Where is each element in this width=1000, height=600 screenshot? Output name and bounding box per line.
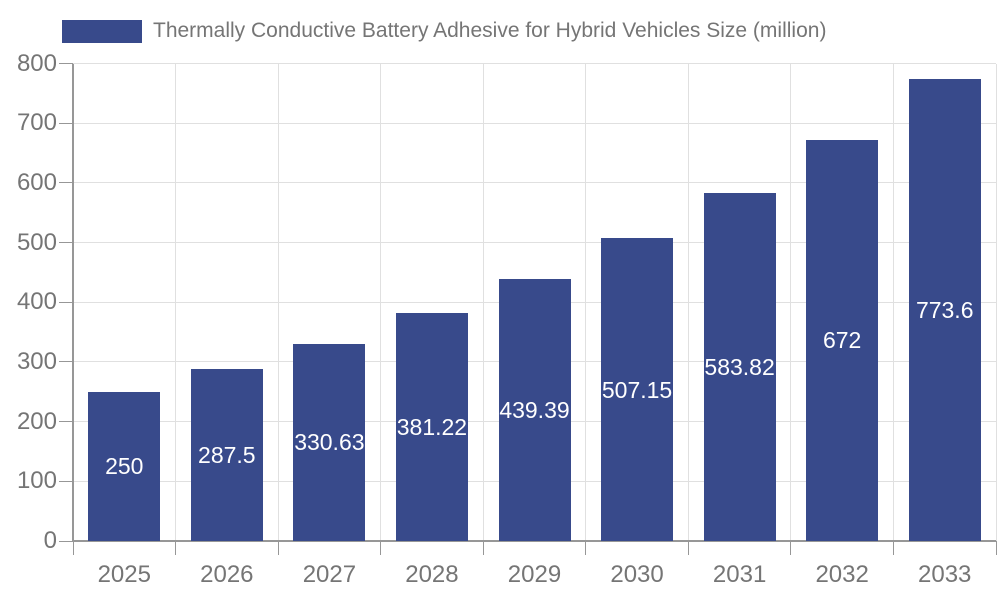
y-tick-mark — [59, 361, 73, 363]
bar-value-label: 250 — [105, 453, 144, 480]
v-gridline — [687, 63, 689, 541]
x-tick-mark — [72, 541, 74, 555]
x-tick-label: 2025 — [97, 561, 151, 588]
y-tick-label: 600 — [16, 168, 57, 196]
y-tick-label: 100 — [16, 467, 57, 495]
x-tick-mark — [175, 541, 177, 555]
y-tick-mark — [59, 63, 73, 64]
bar-value-label: 583.82 — [704, 353, 775, 380]
bar — [908, 79, 981, 541]
y-tick-mark — [59, 182, 73, 184]
v-gridline — [380, 63, 382, 541]
bar — [88, 391, 161, 541]
x-tick-mark — [585, 541, 587, 555]
v-gridline — [482, 63, 484, 541]
bar — [703, 192, 776, 541]
bar — [395, 313, 468, 541]
h-gridline — [73, 122, 996, 124]
y-tick-mark — [59, 122, 73, 124]
x-tick-mark — [380, 541, 382, 555]
y-tick-label: 200 — [16, 407, 57, 435]
y-tick-mark — [59, 540, 73, 542]
bar-value-label: 287.5 — [198, 442, 256, 469]
x-tick-label: 2029 — [507, 561, 562, 588]
y-tick-label: 400 — [16, 288, 57, 316]
v-gridline — [585, 63, 587, 541]
y-tick-label: 300 — [16, 347, 57, 375]
y-tick-label: 500 — [16, 228, 57, 256]
y-tick-label: 0 — [43, 527, 57, 554]
v-gridline — [892, 63, 894, 541]
v-gridline — [790, 63, 792, 541]
x-tick-label: 2031 — [712, 561, 767, 588]
x-tick-mark — [687, 541, 689, 555]
h-gridline — [73, 63, 996, 64]
legend-label: Thermally Conductive Battery Adhesive fo… — [153, 19, 827, 42]
x-tick-mark — [892, 541, 894, 555]
y-axis-line — [72, 63, 74, 542]
h-gridline — [73, 182, 996, 184]
x-tick-label: 2033 — [918, 561, 972, 588]
v-gridline — [995, 63, 997, 541]
bar — [293, 343, 366, 541]
bar-value-label: 672 — [822, 327, 862, 354]
x-tick-mark — [277, 541, 279, 555]
x-tick-mark — [482, 541, 484, 555]
bar-value-label: 507.15 — [601, 376, 673, 403]
x-tick-label: 2032 — [815, 561, 869, 588]
bar-value-label: 439.39 — [499, 396, 570, 423]
v-gridline — [175, 63, 177, 541]
x-tick-label: 2026 — [200, 561, 254, 588]
bar-value-label: 773.6 — [915, 297, 974, 324]
bar-value-label: 330.63 — [294, 429, 365, 456]
x-tick-mark — [995, 541, 997, 555]
y-tick-mark — [59, 242, 73, 244]
y-tick-label: 700 — [16, 109, 57, 137]
h-gridline — [73, 242, 996, 244]
y-tick-mark — [59, 301, 73, 303]
x-tick-label: 2027 — [302, 561, 357, 588]
y-tick-mark — [59, 480, 73, 482]
x-tick-mark — [790, 541, 792, 555]
x-tick-label: 2030 — [610, 561, 664, 588]
x-tick-label: 2028 — [405, 561, 459, 588]
bar — [190, 369, 263, 541]
x-axis-line — [73, 540, 996, 542]
legend-swatch-icon — [62, 19, 142, 43]
v-gridline — [277, 63, 279, 541]
bar — [498, 278, 571, 541]
y-tick-label: 800 — [16, 49, 57, 77]
bar — [601, 238, 674, 541]
bar — [806, 139, 879, 541]
y-tick-mark — [59, 421, 73, 423]
bar-value-label: 381.22 — [396, 414, 468, 441]
legend-item[interactable]: Thermally Conductive Battery Adhesive fo… — [62, 17, 826, 45]
